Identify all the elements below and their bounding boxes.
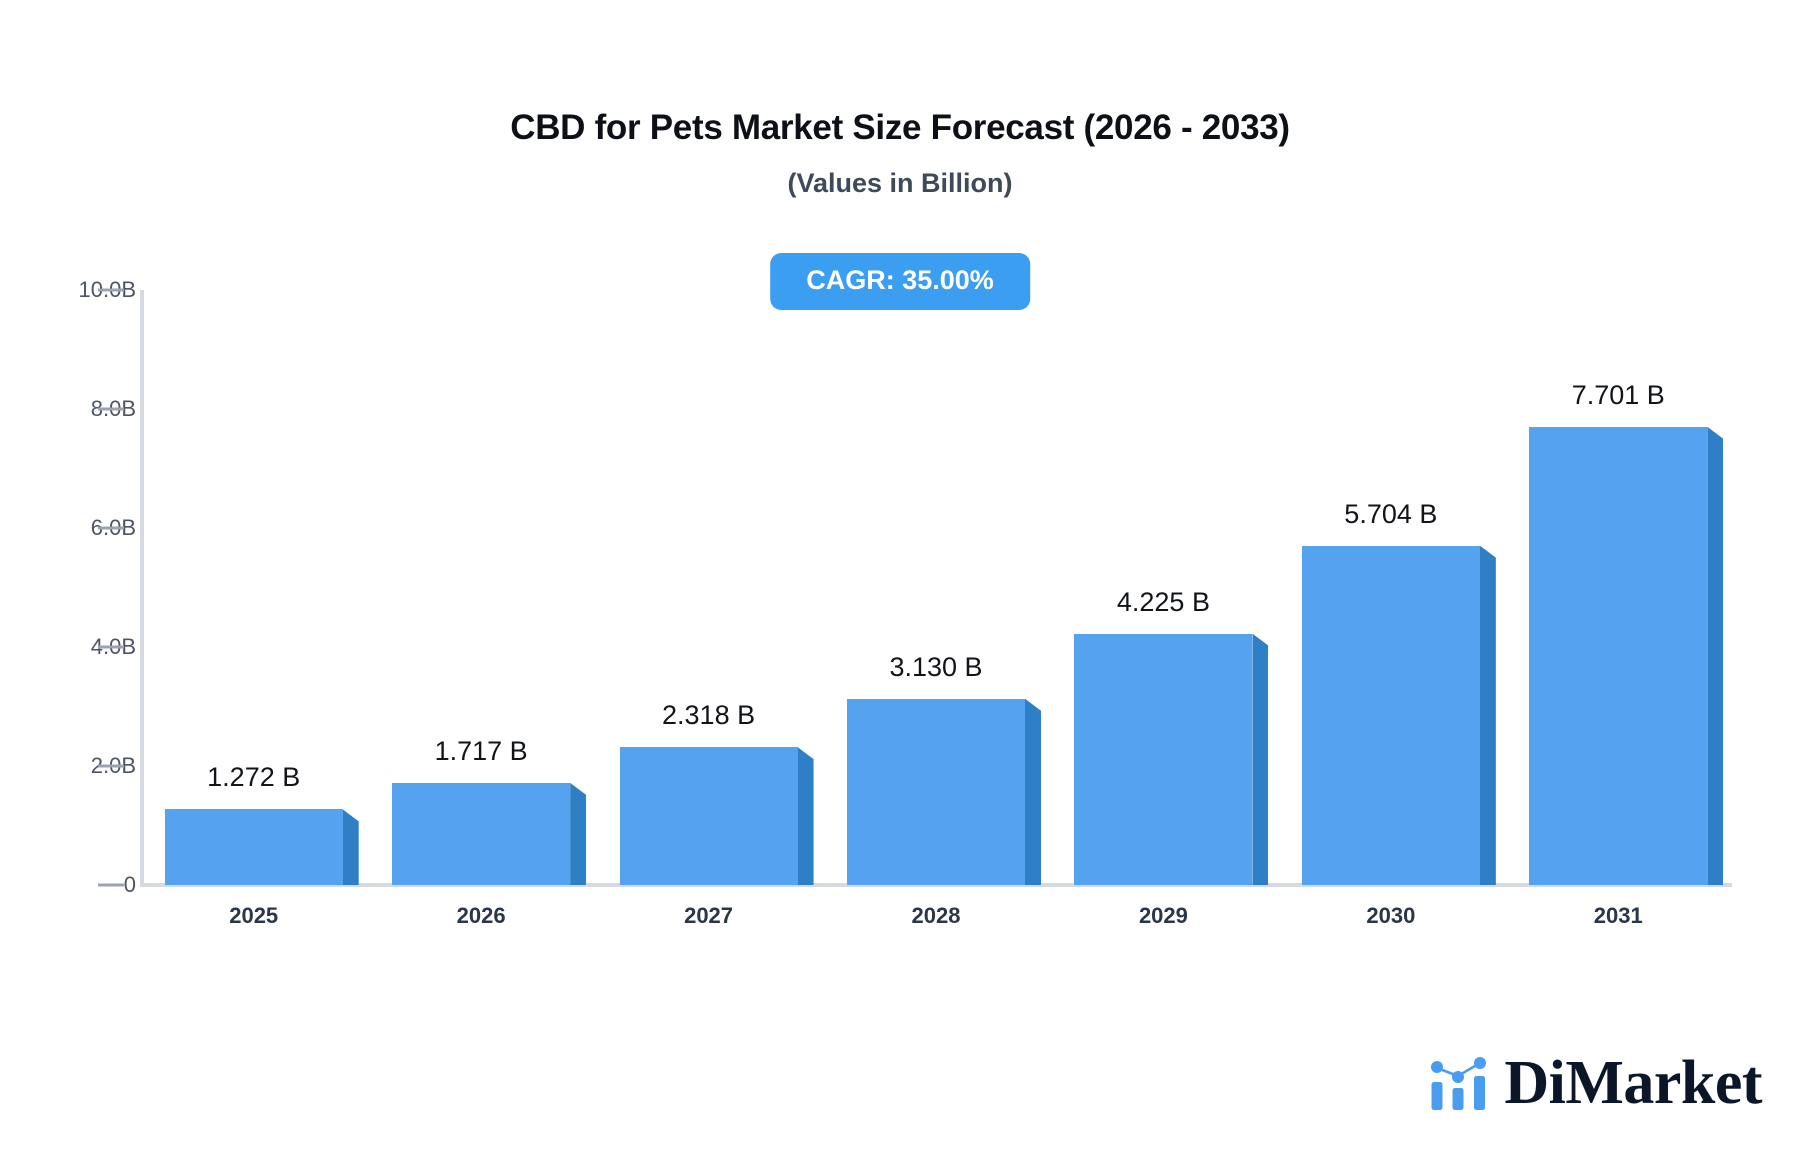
bar-face	[1074, 633, 1253, 885]
bar-side-shade	[570, 782, 587, 885]
bar: 2.318 B	[619, 700, 814, 885]
bar-side-shade	[1025, 698, 1041, 885]
bar: 3.130 B	[847, 652, 1041, 885]
x-axis-tick-label: 2030	[1366, 903, 1416, 928]
y-axis-tick-label: 0	[123, 872, 136, 897]
x-axis-tick-label: 2029	[1138, 903, 1188, 928]
y-axis-tick-mark	[98, 883, 124, 887]
plot-area: 0 2.0B 4.0B 6.0B 8.0B 10.0B 1.272 B 1.717 B 2.3…	[79, 277, 1732, 897]
bar: 7.701 B	[1529, 380, 1724, 885]
x-axis-tick-label: 2027	[684, 903, 734, 928]
page-title: CBD for Pets Market Size Forecast (2026 …	[510, 108, 1290, 147]
x-axis-tick-label: 2031	[1593, 903, 1643, 928]
cagr-badge: CAGR: 35.00%	[770, 253, 1030, 310]
bar-value-label: 1.717 B	[434, 735, 528, 766]
bar-value-label: 7.701 B	[1571, 379, 1665, 410]
y-axis-line	[140, 290, 144, 885]
bar-face	[1529, 426, 1708, 885]
bar-side-shade	[1707, 426, 1724, 885]
bar-face	[619, 747, 798, 885]
bar-face	[164, 809, 343, 885]
bar-value-label: 5.704 B	[1344, 498, 1438, 529]
chart-subtitle: (Values in Billion)	[787, 168, 1013, 198]
bar-chart-logo-icon	[1431, 1057, 1487, 1110]
bar-value-label: 4.225 B	[1116, 586, 1210, 617]
bar: 5.704 B	[1301, 499, 1496, 885]
bar-face	[847, 698, 1025, 885]
y-axis-tick-mark	[98, 407, 124, 411]
bar-face	[392, 782, 571, 885]
y-axis-tick-mark	[98, 288, 124, 292]
bar-value-label: 3.130 B	[889, 651, 983, 682]
bar-series: 1.272 B 1.717 B 2.318 B 3.130 B 4.225 B 5.704…	[140, 290, 1732, 885]
y-axis-tick-mark	[98, 526, 124, 530]
bar: 4.225 B	[1074, 587, 1269, 885]
bar-side-shade	[342, 809, 359, 885]
brand-logo: DiMarket	[1428, 1052, 1762, 1114]
x-axis-tick-label: 2026	[456, 903, 506, 928]
brand-name: DiMarket	[1504, 1049, 1762, 1117]
x-axis-tick-label: 2025	[229, 903, 279, 928]
x-axis-line	[140, 883, 1732, 887]
bar-side-shade	[1252, 633, 1269, 885]
bar: 1.272 B	[164, 762, 359, 885]
bar-side-shade	[1479, 545, 1496, 885]
y-axis-tick-mark	[98, 764, 124, 768]
x-axis-tick-label: 2028	[911, 903, 961, 928]
bar-face	[1301, 545, 1480, 885]
bar-value-label: 1.272 B	[207, 762, 301, 793]
bar-side-shade	[797, 747, 814, 885]
bar: 1.717 B	[392, 736, 587, 885]
y-axis-tick-mark	[98, 645, 124, 649]
bar-value-label: 2.318 B	[662, 700, 756, 731]
